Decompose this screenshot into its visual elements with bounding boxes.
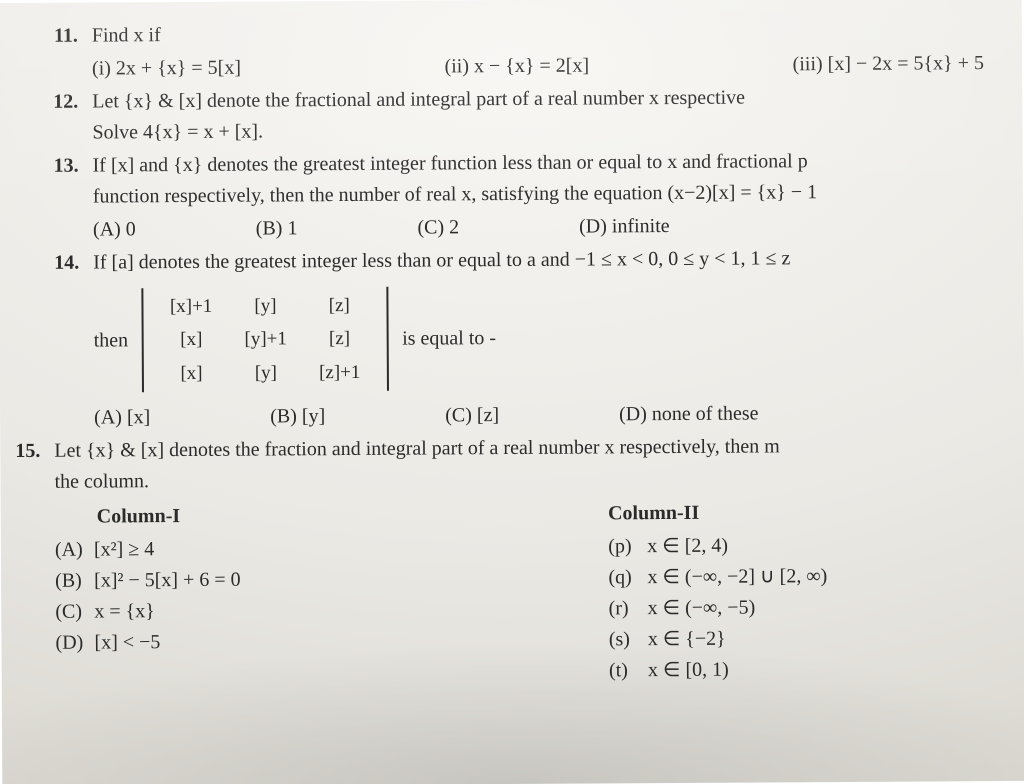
col2-text: x ∈ (−∞, −2] ∪ [2, ∞): [647, 565, 827, 588]
col2-text: x ∈ [2, 4): [647, 535, 728, 557]
col2-row: (q) x ∈ (−∞, −2] ∪ [2, ∞): [608, 560, 997, 593]
col2-text: x ∈ [0, 1): [648, 659, 729, 681]
col2-text: x ∈ {−2}: [648, 628, 726, 650]
tail-text: is equal to -: [402, 323, 496, 355]
mc-options: (A) [x] (B) [y] (C) [z] (D) none of thes…: [94, 397, 996, 434]
question-stem: Find x if: [92, 15, 994, 52]
question-number: 15.: [8, 436, 42, 690]
col2-label: (p): [608, 532, 642, 563]
col1-row: (D) [x] < −5: [55, 625, 488, 659]
col1-label: (A): [55, 535, 89, 566]
det-cell: [x]+1: [154, 290, 229, 324]
det-cell: [z]: [303, 289, 377, 323]
col2-row: (s) x ∈ {−2}: [609, 622, 998, 655]
col2-label: (q): [608, 563, 642, 594]
col1-text: x = {x}: [94, 600, 155, 622]
part-i: (i) 2x + {x} = 5[x]: [92, 53, 241, 85]
option-b: (B) 1: [256, 213, 298, 244]
col1-row: (A) [x²] ≥ 4: [55, 532, 488, 566]
col1-text: [x] < −5: [94, 631, 160, 653]
question-stem: If [a] denotes the greatest integer less…: [93, 242, 995, 279]
det-cell: [z]: [303, 322, 377, 356]
det-cell: [z]+1: [303, 356, 377, 390]
then-label: then: [94, 325, 129, 356]
col1-text: [x]² − 5[x] + 6 = 0: [94, 569, 241, 592]
col2-label: (s): [609, 625, 643, 656]
det-cell: [y]: [228, 289, 303, 323]
option-b: (B) [y]: [270, 401, 325, 432]
det-cell: [x]: [154, 357, 229, 391]
col2-text: x ∈ (−∞, −5): [648, 597, 756, 620]
question-13: 13. If [x] and {x} denotes the greatest …: [47, 145, 996, 246]
col1-label: (D): [55, 628, 89, 659]
question-14: 14. If [a] denotes the greatest integer …: [47, 242, 996, 434]
det-cell: [y]: [229, 356, 304, 390]
question-line: the column.: [54, 461, 996, 498]
option-d: (D) infinite: [579, 211, 670, 243]
col2-row: (r) x ∈ (−∞, −5): [609, 591, 998, 624]
part-iii: (iii) [x] − 2x = 5{x} + 5: [793, 48, 985, 80]
option-c: (C) [z]: [445, 400, 499, 431]
col1-label: (C): [55, 597, 89, 628]
question-number: 13.: [47, 151, 80, 246]
mc-options: (A) 0 (B) 1 (C) 2 (D) infinite: [93, 209, 995, 246]
question-15: 15. Let {x} & [x] denotes the fraction a…: [8, 430, 998, 690]
question-number: 12.: [46, 87, 78, 149]
col2-label: (r): [609, 594, 643, 625]
option-a: (A) 0: [93, 214, 136, 245]
det-cell: [y]+1: [228, 323, 303, 357]
question-line: function respectively, then the number o…: [93, 176, 995, 213]
determinant: [x]+1 [y] [z] [x] [y]+1 [z] [x]: [142, 287, 389, 393]
page: 11. Find x if (i) 2x + {x} = 5[x] (ii) x…: [0, 0, 1024, 784]
option-a: (A) [x]: [94, 403, 150, 434]
option-d: (D) none of these: [619, 399, 759, 431]
question-11: 11. Find x if (i) 2x + {x} = 5[x] (ii) x…: [46, 15, 994, 85]
column-1-heading: Column-I: [97, 499, 488, 532]
question-12: 12. Let {x} & [x] denote the fractional …: [46, 81, 994, 149]
col1-text: [x²] ≥ 4: [94, 539, 154, 561]
determinant-row: then [x]+1 [y] [z] [x] [y]+1 [z]: [93, 283, 996, 393]
col1-row: (C) x = {x}: [55, 594, 488, 628]
col1-row: (B) [x]² − 5[x] + 6 = 0: [55, 563, 488, 597]
part-ii: (ii) x − {x} = 2[x]: [444, 51, 589, 83]
match-columns: Column-I (A) [x²] ≥ 4 (B) [x]² − 5[x] + …: [55, 494, 998, 690]
question-11-parts: (i) 2x + {x} = 5[x] (ii) x − {x} = 2[x] …: [92, 48, 994, 85]
col1-label: (B): [55, 566, 89, 597]
column-2-heading: Column-II: [608, 496, 997, 529]
col2-row: (p) x ∈ [2, 4): [608, 529, 997, 562]
question-number: 11.: [46, 21, 78, 85]
option-c: (C) 2: [417, 212, 459, 243]
det-cell: [x]: [154, 323, 229, 357]
question-line: Solve 4{x} = x + [x].: [92, 112, 994, 149]
col2-row: (t) x ∈ [0, 1): [609, 653, 998, 686]
col2-label: (t): [609, 656, 643, 687]
question-number: 14.: [47, 248, 80, 435]
